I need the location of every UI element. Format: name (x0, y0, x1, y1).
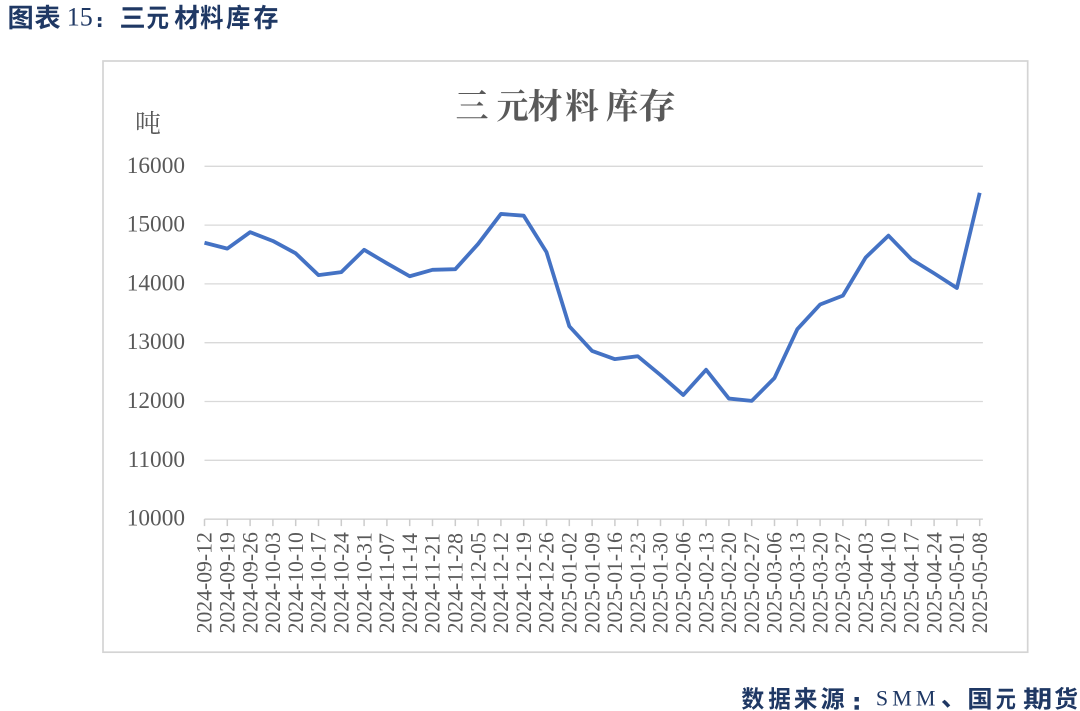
svg-text:2024-10-10: 2024-10-10 (284, 532, 308, 633)
svg-text:2025-01-09: 2025-01-09 (580, 532, 604, 633)
svg-text:SMM: SMM (876, 686, 936, 711)
svg-text:15000: 15000 (127, 212, 185, 238)
svg-text:2024-12-19: 2024-12-19 (512, 532, 536, 633)
svg-text:2025-04-03: 2025-04-03 (854, 532, 878, 633)
svg-text:2024-10-31: 2024-10-31 (352, 532, 376, 633)
svg-text:2025-02-13: 2025-02-13 (694, 532, 718, 633)
svg-text:2025-01-16: 2025-01-16 (603, 532, 627, 633)
svg-text:14000: 14000 (127, 270, 185, 296)
svg-text:2024-12-12: 2024-12-12 (489, 532, 513, 633)
svg-text:2025-04-17: 2025-04-17 (899, 532, 923, 633)
svg-text:2024-11-28: 2024-11-28 (443, 533, 467, 634)
svg-text:2025-05-01: 2025-05-01 (945, 532, 969, 633)
svg-text:2025-03-20: 2025-03-20 (808, 532, 832, 633)
svg-text:2024-11-21: 2024-11-21 (421, 533, 445, 633)
svg-text:10000: 10000 (127, 506, 185, 532)
svg-text:12000: 12000 (127, 388, 185, 414)
svg-text:2024-12-26: 2024-12-26 (535, 532, 559, 633)
svg-text:2025-04-24: 2025-04-24 (922, 532, 946, 633)
svg-text:2025-03-27: 2025-03-27 (831, 532, 855, 633)
svg-text:2025-02-06: 2025-02-06 (671, 532, 695, 633)
svg-text:2025-01-23: 2025-01-23 (626, 532, 650, 633)
svg-text:2025-01-02: 2025-01-02 (557, 532, 581, 633)
svg-text:2025-04-10: 2025-04-10 (877, 532, 901, 633)
svg-text:2024-10-03: 2024-10-03 (261, 532, 285, 633)
svg-text:2025-03-06: 2025-03-06 (763, 532, 787, 633)
svg-text:11000: 11000 (128, 447, 185, 473)
svg-text:2024-12-05: 2024-12-05 (466, 532, 490, 633)
svg-text:16000: 16000 (127, 153, 185, 179)
svg-text:2024-09-19: 2024-09-19 (215, 532, 239, 633)
svg-text:2025-02-20: 2025-02-20 (717, 532, 741, 633)
svg-text:2024-10-24: 2024-10-24 (329, 532, 353, 633)
svg-text:2025-01-30: 2025-01-30 (649, 532, 673, 633)
svg-text:15: 15 (67, 3, 93, 32)
svg-text:2024-10-17: 2024-10-17 (307, 532, 331, 633)
svg-text:2024-11-07: 2024-11-07 (375, 533, 399, 634)
svg-text:13000: 13000 (127, 329, 185, 355)
svg-text:2025-05-08: 2025-05-08 (968, 532, 992, 633)
svg-text:2025-03-13: 2025-03-13 (785, 532, 809, 633)
svg-text:2024-09-26: 2024-09-26 (238, 532, 262, 633)
svg-text:2025-02-27: 2025-02-27 (740, 532, 764, 633)
svg-text:2024-09-12: 2024-09-12 (193, 532, 217, 633)
svg-text:2024-11-14: 2024-11-14 (398, 533, 422, 634)
